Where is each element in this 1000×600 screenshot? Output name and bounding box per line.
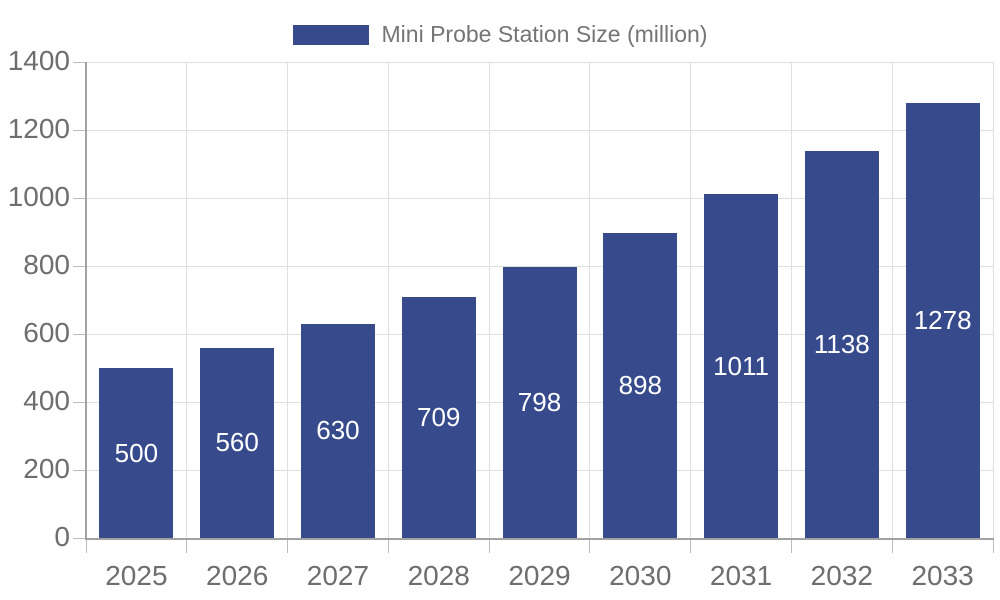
x-axis-tick [85,540,87,553]
y-axis-line [85,62,87,540]
bar-2032[interactable]: 1138 [804,151,879,538]
y-axis-tick [73,401,86,403]
x-axis-tick [992,540,994,553]
gridline-horizontal [86,129,993,131]
y-axis-tick [73,61,86,63]
bar-value-label: 798 [517,386,562,417]
x-axis-label: 2028 [407,560,470,591]
x-axis-tick [387,540,389,553]
gridline-vertical [287,62,289,538]
x-axis-label: 2026 [206,560,269,591]
gridline-vertical [488,62,490,538]
x-axis-label: 2025 [105,560,168,591]
x-axis-label: 2027 [306,560,370,591]
legend-swatch [292,24,369,45]
x-axis-tick [488,540,490,553]
bar-value-label: 709 [417,401,461,432]
x-axis-label: 2033 [911,560,974,591]
y-axis-label: 200 [23,453,70,484]
x-axis-tick [186,540,188,553]
y-axis-tick [73,333,86,335]
gridline-vertical [690,62,692,538]
y-axis-label: 0 [54,521,70,552]
y-axis-tick [73,129,86,131]
bar-value-label: 500 [114,437,159,468]
bar-2033[interactable]: 1278 [905,103,980,538]
x-axis-label: 2029 [508,560,571,591]
y-axis-label: 1000 [7,181,70,212]
y-axis-tick [73,469,86,471]
x-axis-label: 2030 [609,560,672,591]
bar-2027[interactable]: 630 [300,323,375,538]
bar-2030[interactable]: 898 [603,232,678,538]
bar-2025[interactable]: 500 [99,368,174,538]
gridline-vertical [992,62,994,538]
bar-value-label: 1278 [913,305,972,336]
bar-2031[interactable]: 1011 [704,194,779,538]
x-axis-tick [589,540,591,553]
bar-2029[interactable]: 798 [502,266,577,538]
bar-value-label: 1011 [713,350,769,381]
gridline-horizontal [86,61,993,63]
gridline-vertical [186,62,188,538]
y-axis-label: 600 [23,317,70,348]
x-axis-tick [790,540,792,553]
x-axis-tick [287,540,289,553]
gridline-vertical [891,62,893,538]
bar-2026[interactable]: 560 [200,347,275,538]
bar-value-label: 560 [215,427,259,458]
y-axis-tick [73,265,86,267]
x-axis-label: 2032 [810,560,873,591]
y-axis-tick [73,197,86,199]
y-axis-label: 1400 [7,45,70,76]
x-axis-line [85,538,994,540]
gridline-vertical [790,62,792,538]
bar-value-label: 630 [316,415,360,446]
y-axis-label: 800 [23,249,70,280]
y-axis-label: 400 [23,385,70,416]
gridline-vertical [387,62,389,538]
y-axis-tick [73,537,86,539]
gridline-horizontal [86,197,993,199]
gridline-vertical [589,62,591,538]
y-axis-label: 1200 [7,113,70,144]
bar-value-label: 1138 [813,329,870,360]
legend-item[interactable]: Mini Probe Station Size (million) [0,21,1000,48]
bar-2028[interactable]: 709 [401,296,476,538]
bar-value-label: 898 [618,369,662,400]
legend-label: Mini Probe Station Size (million) [381,21,708,47]
x-axis-label: 2031 [709,560,773,591]
x-axis-tick [690,540,692,553]
gridline-horizontal [86,265,993,267]
x-axis-tick [891,540,893,553]
